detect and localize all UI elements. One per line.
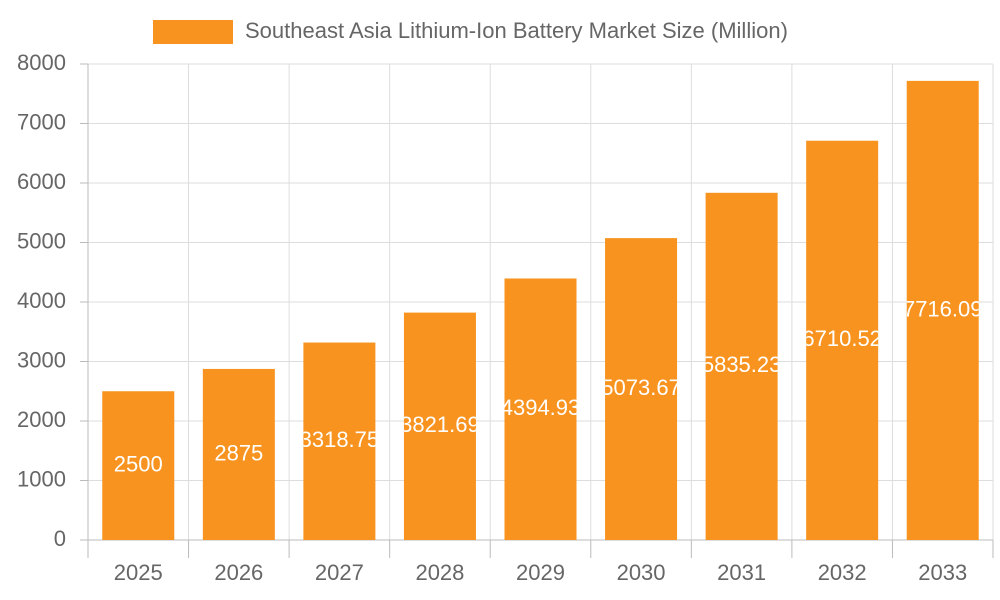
x-tick-label: 2028 (415, 560, 464, 585)
data-label: 7716.09 (903, 296, 983, 321)
x-tick-label: 2026 (214, 560, 263, 585)
y-tick-label: 7000 (17, 109, 66, 134)
x-tick-label: 2025 (114, 560, 163, 585)
bar (906, 80, 979, 541)
bar (605, 238, 678, 540)
y-tick-label: 5000 (17, 228, 66, 253)
legend-label: Southeast Asia Lithium-Ion Battery Marke… (245, 18, 788, 43)
bar (504, 278, 577, 540)
x-tick-label: 2030 (617, 560, 666, 585)
data-label: 2875 (214, 440, 263, 465)
bar (102, 391, 175, 540)
y-tick-label: 0 (54, 526, 66, 551)
legend-swatch (153, 20, 233, 44)
data-label: 5835.23 (702, 352, 782, 377)
bar (806, 140, 879, 540)
data-label: 4394.93 (501, 395, 581, 420)
y-tick-label: 8000 (17, 50, 66, 75)
data-label: 3318.75 (300, 427, 380, 452)
y-tick-label: 6000 (17, 169, 66, 194)
bar (403, 312, 476, 540)
y-tick-label: 4000 (17, 288, 66, 313)
bar (705, 192, 778, 540)
bar (202, 368, 275, 540)
y-tick-label: 2000 (17, 407, 66, 432)
data-label: 2500 (114, 451, 163, 476)
x-tick-label: 2031 (717, 560, 766, 585)
y-tick-label: 1000 (17, 466, 66, 491)
x-tick-label: 2027 (315, 560, 364, 585)
bar (303, 342, 376, 540)
x-tick-label: 2029 (516, 560, 565, 585)
y-tick-label: 3000 (17, 347, 66, 372)
data-label: 6710.52 (802, 326, 882, 351)
data-label: 5073.67 (601, 375, 681, 400)
x-tick-label: 2033 (918, 560, 967, 585)
x-tick-label: 2032 (818, 560, 867, 585)
data-label: 3821.69 (400, 412, 480, 437)
